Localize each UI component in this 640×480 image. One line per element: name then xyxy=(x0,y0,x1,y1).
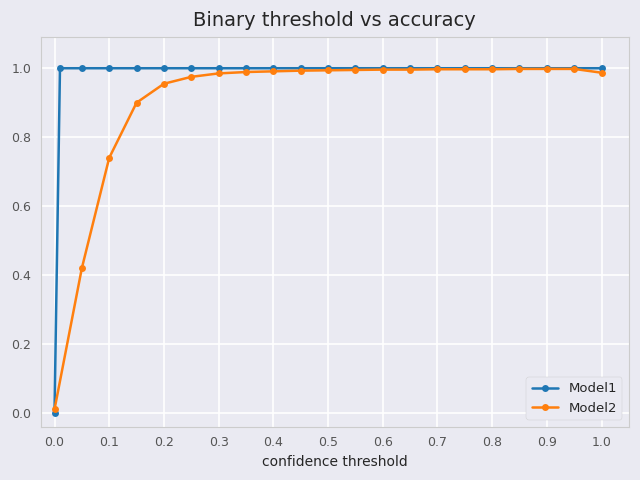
Model2 xyxy=(242,69,250,75)
Model1 xyxy=(543,65,550,71)
Model1 xyxy=(51,410,58,416)
Model1 xyxy=(379,65,387,71)
Model1 xyxy=(269,65,277,71)
Model1 xyxy=(160,65,168,71)
Model2 xyxy=(461,66,468,72)
X-axis label: confidence threshold: confidence threshold xyxy=(262,455,408,469)
Model2 xyxy=(188,74,195,80)
Model2 xyxy=(132,100,140,106)
Model2 xyxy=(324,67,332,73)
Model1 xyxy=(351,65,359,71)
Model2 xyxy=(570,66,578,72)
Model1 xyxy=(132,65,140,71)
Model1 xyxy=(215,65,223,71)
Model1 xyxy=(106,65,113,71)
Model1 xyxy=(488,65,496,71)
Line: Model1: Model1 xyxy=(51,65,605,416)
Model1 xyxy=(297,65,305,71)
Model1 xyxy=(56,65,64,71)
Model1 xyxy=(433,65,441,71)
Model2 xyxy=(160,81,168,86)
Model1 xyxy=(516,65,524,71)
Model2 xyxy=(351,67,359,73)
Model1 xyxy=(406,65,414,71)
Model2 xyxy=(379,67,387,72)
Model2 xyxy=(78,265,86,271)
Line: Model2: Model2 xyxy=(51,65,605,413)
Model2 xyxy=(106,155,113,161)
Model2 xyxy=(51,407,58,412)
Model2 xyxy=(297,68,305,73)
Model1 xyxy=(242,65,250,71)
Model2 xyxy=(516,66,524,72)
Model1 xyxy=(570,65,578,71)
Model2 xyxy=(215,71,223,76)
Model1 xyxy=(188,65,195,71)
Model1 xyxy=(598,65,605,71)
Model1 xyxy=(324,65,332,71)
Legend: Model1, Model2: Model1, Model2 xyxy=(526,377,622,420)
Model2 xyxy=(488,66,496,72)
Model2 xyxy=(543,66,550,72)
Model1 xyxy=(461,65,468,71)
Model2 xyxy=(598,70,605,75)
Model2 xyxy=(406,67,414,72)
Model2 xyxy=(433,66,441,72)
Title: Binary threshold vs accuracy: Binary threshold vs accuracy xyxy=(193,11,476,30)
Model2 xyxy=(269,69,277,74)
Model1 xyxy=(78,65,86,71)
